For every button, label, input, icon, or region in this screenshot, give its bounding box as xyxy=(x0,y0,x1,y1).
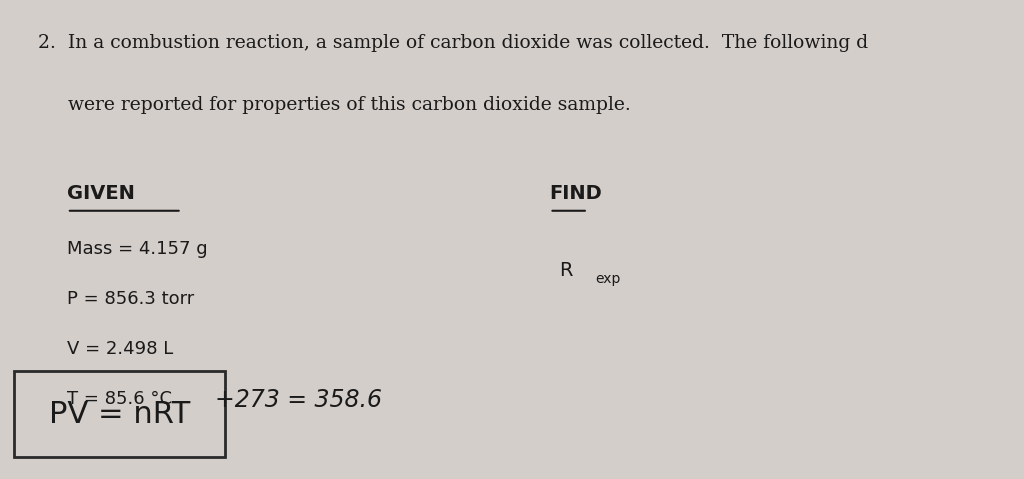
Text: PV = nRT: PV = nRT xyxy=(49,400,190,429)
Text: GIVEN: GIVEN xyxy=(67,184,135,204)
Text: exp: exp xyxy=(595,272,621,285)
Text: +273 = 358.6: +273 = 358.6 xyxy=(215,388,382,412)
Text: Mass = 4.157 g: Mass = 4.157 g xyxy=(67,240,208,258)
Text: FIND: FIND xyxy=(550,184,602,204)
FancyBboxPatch shape xyxy=(14,371,224,457)
Text: T = 85.6 °C: T = 85.6 °C xyxy=(67,390,172,409)
Text: were reported for properties of this carbon dioxide sample.: were reported for properties of this car… xyxy=(38,96,631,114)
Text: R: R xyxy=(559,261,572,280)
Text: P = 856.3 torr: P = 856.3 torr xyxy=(67,290,195,308)
Text: 2.  In a combustion reaction, a sample of carbon dioxide was collected.  The fol: 2. In a combustion reaction, a sample of… xyxy=(38,34,868,52)
Text: V = 2.498 L: V = 2.498 L xyxy=(67,340,173,358)
